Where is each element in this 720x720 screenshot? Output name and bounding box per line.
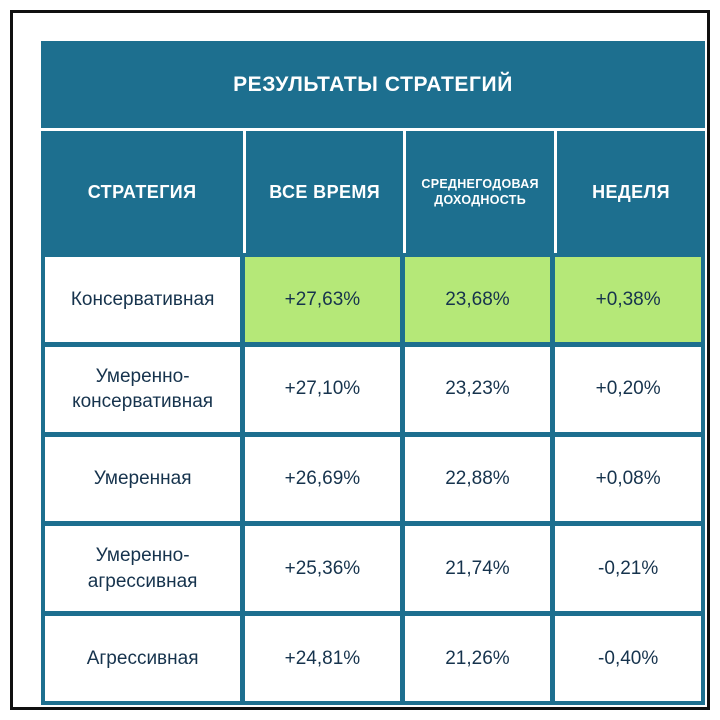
table-title: РЕЗУЛЬТАТЫ СТРАТЕГИЙ xyxy=(233,72,513,96)
cell-strategy: Агрессивная xyxy=(45,616,241,701)
column-header-avg-annual: СРЕДНЕГОДОВАЯ ДОХОДНОСТЬ xyxy=(403,131,554,253)
results-table: РЕЗУЛЬТАТЫ СТРАТЕГИЙ СТРАТЕГИЯ ВСЕ ВРЕМЯ… xyxy=(41,41,705,705)
cell-strategy: Умеренная xyxy=(45,436,241,522)
cell-all-time: +26,69% xyxy=(245,436,400,522)
cell-all-time: +24,81% xyxy=(245,616,400,701)
cell-strategy: Консервативная xyxy=(45,257,241,342)
cell-strategy: Умеренно-консервативная xyxy=(45,346,241,432)
cell-avg-annual: 23,68% xyxy=(404,257,551,342)
cell-avg-annual: 22,88% xyxy=(404,436,551,522)
outer-frame: РЕЗУЛЬТАТЫ СТРАТЕГИЙ СТРАТЕГИЯ ВСЕ ВРЕМЯ… xyxy=(10,10,710,710)
cell-week: +0,38% xyxy=(555,257,701,342)
table-header-row: СТРАТЕГИЯ ВСЕ ВРЕМЯ СРЕДНЕГОДОВАЯ ДОХОДН… xyxy=(41,131,705,253)
cell-all-time: +27,10% xyxy=(245,346,400,432)
cell-avg-annual: 21,26% xyxy=(404,616,551,701)
cell-week: +0,20% xyxy=(555,346,701,432)
cell-avg-annual: 21,74% xyxy=(404,526,551,612)
cell-all-time: +27,63% xyxy=(245,257,400,342)
cell-avg-annual: 23,23% xyxy=(404,346,551,432)
cell-week: -0,40% xyxy=(555,616,701,701)
cell-week: -0,21% xyxy=(555,526,701,612)
table-body: Консервативная +27,63% 23,68% +0,38% Уме… xyxy=(41,253,705,705)
column-header-week: НЕДЕЛЯ xyxy=(554,131,705,253)
column-header-all-time: ВСЕ ВРЕМЯ xyxy=(243,131,403,253)
column-header-strategy: СТРАТЕГИЯ xyxy=(87,181,197,202)
cell-all-time: +25,36% xyxy=(245,526,400,612)
cell-strategy: Умеренно-агрессивная xyxy=(45,526,241,612)
table-title-bar: РЕЗУЛЬТАТЫ СТРАТЕГИЙ xyxy=(41,41,705,131)
cell-week: +0,08% xyxy=(555,436,701,522)
